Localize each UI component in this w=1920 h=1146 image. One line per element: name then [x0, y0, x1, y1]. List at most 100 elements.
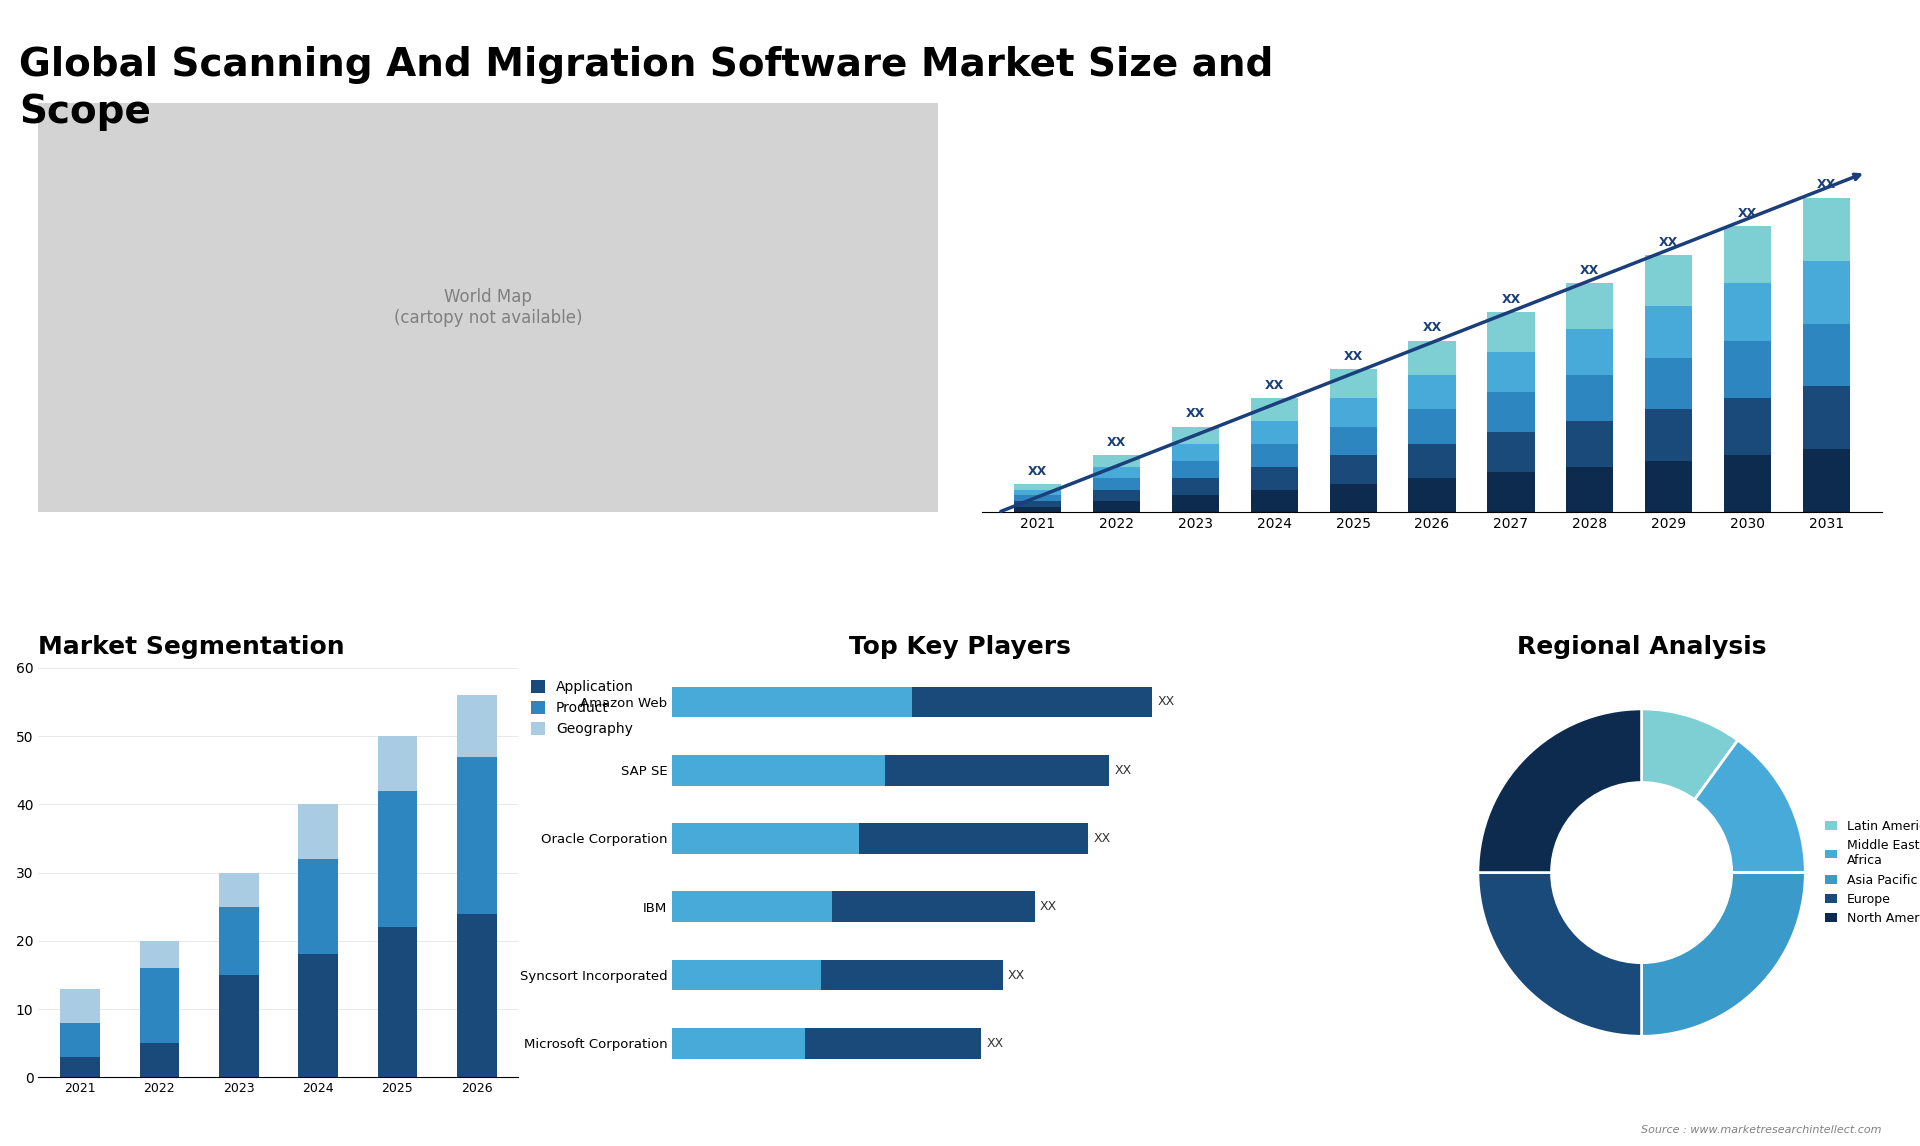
Bar — [672, 1028, 804, 1059]
Bar — [822, 959, 1002, 990]
Bar — [1409, 409, 1455, 444]
Bar — [912, 686, 1152, 717]
Bar — [1014, 507, 1062, 512]
Bar — [1488, 352, 1534, 392]
Text: XX: XX — [1092, 832, 1110, 845]
Legend: Application, Product, Geography: Application, Product, Geography — [526, 675, 639, 741]
Bar — [1645, 358, 1692, 409]
Bar — [1724, 398, 1770, 455]
Bar — [457, 696, 497, 756]
Bar — [1014, 489, 1062, 495]
Bar — [1092, 478, 1140, 489]
Wedge shape — [1642, 709, 1738, 800]
Bar — [219, 975, 259, 1077]
Bar — [378, 736, 417, 791]
Bar — [1171, 495, 1219, 512]
Bar — [219, 906, 259, 975]
Bar — [1488, 472, 1534, 512]
Text: XX: XX — [1344, 350, 1363, 363]
Bar — [1250, 444, 1298, 466]
Bar — [1488, 312, 1534, 352]
Text: World Map
(cartopy not available): World Map (cartopy not available) — [394, 289, 582, 327]
Bar — [1014, 484, 1062, 489]
Text: XX: XX — [987, 1037, 1004, 1050]
Bar — [1645, 254, 1692, 306]
Bar — [672, 959, 822, 990]
Bar — [378, 927, 417, 1077]
Bar — [1171, 426, 1219, 444]
Title: Regional Analysis: Regional Analysis — [1517, 635, 1766, 659]
Text: XX: XX — [1027, 464, 1046, 478]
Bar — [1803, 260, 1851, 323]
Bar — [140, 941, 179, 968]
Bar — [140, 1043, 179, 1077]
Bar — [1092, 466, 1140, 478]
Bar — [1014, 501, 1062, 507]
Bar — [1645, 461, 1692, 512]
Bar — [298, 955, 338, 1077]
Bar — [60, 1057, 100, 1077]
Bar — [672, 823, 858, 854]
Bar — [1724, 455, 1770, 512]
Title: Top Key Players: Top Key Players — [849, 635, 1071, 659]
Bar — [1567, 329, 1613, 375]
Text: Source : www.marketresearchintellect.com: Source : www.marketresearchintellect.com — [1642, 1124, 1882, 1135]
Bar — [457, 913, 497, 1077]
Wedge shape — [1478, 872, 1642, 1036]
Bar — [378, 791, 417, 927]
Text: XX: XX — [1108, 435, 1127, 449]
Bar — [1250, 421, 1298, 444]
Text: XX: XX — [1738, 207, 1757, 220]
Bar — [457, 756, 497, 913]
Text: MARKET
RESEARCH
INTELLECT: MARKET RESEARCH INTELLECT — [1690, 61, 1747, 99]
Text: XX: XX — [1041, 901, 1058, 913]
Wedge shape — [1478, 709, 1642, 872]
Text: Global Scanning And Migration Software Market Size and
Scope: Global Scanning And Migration Software M… — [19, 46, 1273, 131]
Bar — [1488, 392, 1534, 432]
Bar — [1014, 495, 1062, 501]
Bar — [298, 804, 338, 860]
Bar — [1092, 501, 1140, 512]
Text: XX: XX — [1423, 321, 1442, 335]
Wedge shape — [1695, 740, 1805, 872]
Bar — [885, 755, 1110, 785]
Text: XX: XX — [1580, 265, 1599, 277]
Text: XX: XX — [1816, 179, 1836, 191]
Bar — [1803, 386, 1851, 449]
Bar — [1567, 466, 1613, 512]
Bar — [1092, 455, 1140, 466]
Bar — [1567, 283, 1613, 329]
Bar — [1329, 484, 1377, 512]
Bar — [1803, 323, 1851, 386]
Bar — [1171, 461, 1219, 478]
Bar — [1803, 197, 1851, 260]
Text: XX: XX — [1116, 763, 1133, 777]
Bar — [1171, 478, 1219, 495]
Text: XX: XX — [1158, 696, 1175, 708]
Bar — [1171, 444, 1219, 461]
Text: XX: XX — [1659, 236, 1678, 249]
Bar — [60, 989, 100, 1022]
FancyBboxPatch shape — [38, 103, 937, 512]
Legend: Latin America, Middle East &
Africa, Asia Pacific, Europe, North America: Latin America, Middle East & Africa, Asi… — [1820, 815, 1920, 931]
Bar — [672, 892, 831, 923]
Bar — [1409, 444, 1455, 478]
Bar — [1645, 306, 1692, 358]
Bar — [831, 892, 1035, 923]
Text: Market Segmentation: Market Segmentation — [38, 635, 346, 659]
Bar — [1803, 449, 1851, 512]
Bar — [140, 968, 179, 1043]
Bar — [1409, 340, 1455, 375]
Bar — [1250, 466, 1298, 489]
Bar — [219, 872, 259, 906]
Bar — [298, 860, 338, 955]
Bar — [1567, 375, 1613, 421]
Text: XX: XX — [1187, 407, 1206, 421]
Bar — [1724, 226, 1770, 283]
Bar — [1409, 478, 1455, 512]
Text: XX: XX — [1265, 378, 1284, 392]
Bar — [1092, 489, 1140, 501]
Bar — [1329, 426, 1377, 455]
Bar — [1724, 340, 1770, 398]
Text: XX: XX — [1008, 968, 1025, 981]
